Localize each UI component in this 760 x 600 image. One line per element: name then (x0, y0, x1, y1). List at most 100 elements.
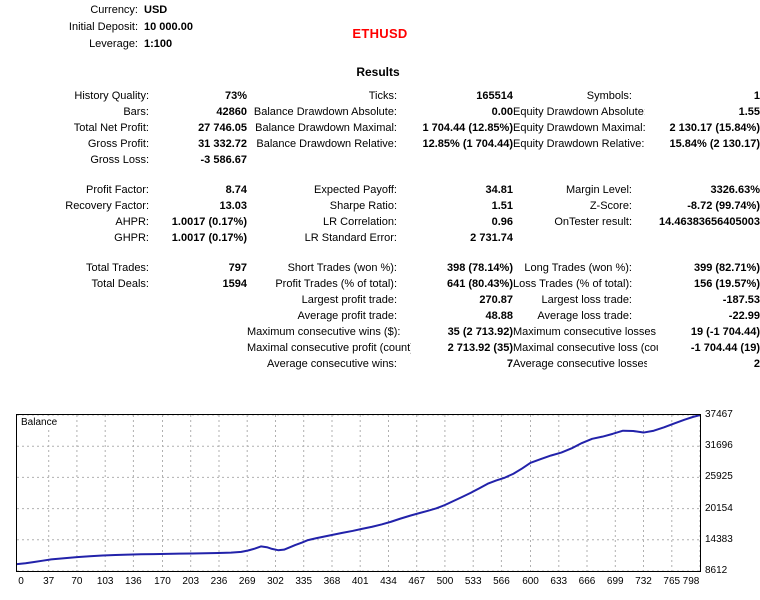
currency-value: USD (144, 4, 168, 16)
statistic-cell: GHPR: 1.0017 (0.17%) (0, 232, 247, 244)
statistic-cell: Average consecutive wins: 7 (247, 358, 513, 370)
statistic-label: Profit Trades (% of total): (275, 278, 397, 290)
statistic-value: 42860 (216, 106, 247, 118)
statistics-group-spacer (0, 248, 760, 262)
statistics-row: GHPR: 1.0017 (0.17%) LR Standard Error: 2 7… (0, 232, 760, 248)
x-axis-tick-label: 666 (578, 576, 596, 587)
y-axis-tick-label: 20154 (705, 502, 733, 514)
statistic-cell: Gross Loss: -3 586.67 (0, 154, 247, 166)
statistic-label: Profit Factor: (86, 184, 149, 196)
statistic-value: 12.85% (1 704.44) (422, 138, 513, 150)
statistic-cell: Maximal consecutive loss (count): -1 704.… (513, 342, 760, 354)
statistic-value: 156 (19.57%) (693, 278, 760, 290)
x-axis-tick-label: 302 (267, 576, 284, 587)
x-axis-tick-label: 103 (96, 576, 114, 587)
statistic-value: 8.74 (225, 184, 247, 196)
initial-deposit-label: Initial Deposit: (68, 21, 138, 33)
statistic-cell: Profit Factor: 8.74 (0, 184, 247, 196)
statistic-value: 165514 (476, 90, 513, 102)
statistic-label: Maximal consecutive loss (count): (513, 342, 658, 354)
statistic-label: Balance Drawdown Maximal: (255, 122, 397, 134)
statistic-cell: Ticks: 165514 (247, 90, 513, 102)
statistic-cell: Bars: 42860 (0, 106, 247, 118)
statistic-value: -3 586.67 (200, 154, 247, 166)
statistic-label: Short Trades (won %): (287, 262, 397, 274)
statistic-value: 0.96 (491, 216, 513, 228)
statistic-value: 1 (753, 90, 760, 102)
statistic-label: Maximum consecutive wins ($): (247, 326, 401, 338)
statistic-label: Equity Drawdown Relative: (513, 138, 644, 150)
statistic-cell: Equity Drawdown Relative: 15.84% (2 130.1… (513, 138, 760, 150)
statistic-label: Expected Payoff: (314, 184, 397, 196)
statistic-label: Balance Drawdown Relative: (256, 138, 397, 150)
statistic-cell: Symbols: 1 (513, 90, 760, 102)
statistic-cell: Margin Level: 3326.63% (513, 184, 760, 196)
statistics-row: Largest profit trade: 270.87 Largest loss … (0, 294, 760, 310)
statistic-label: Total Deals: (91, 278, 149, 290)
statistics-row: Gross Profit: 31 332.72 Balance Drawdown R… (0, 138, 760, 154)
statistic-value: 1.55 (738, 106, 760, 118)
statistic-label: Sharpe Ratio: (329, 200, 397, 212)
statistic-label: Long Trades (won %): (524, 262, 632, 274)
statistics-row: AHPR: 1.0017 (0.17%) LR Correlation: 0.96 On… (0, 216, 760, 232)
x-axis-tick-label: 798 (682, 576, 700, 587)
statistic-value: 641 (80.43%) (446, 278, 513, 290)
statistic-cell: Largest profit trade: 270.87 (247, 294, 513, 306)
statistics-row: Maximum consecutive wins ($): 35 (2 713.9… (0, 326, 760, 342)
statistic-label: Total Net Profit: (73, 122, 149, 134)
statistic-value: 1.0017 (0.17%) (171, 216, 247, 228)
symbol-title: ETHUSD (352, 26, 408, 41)
statistic-value: 7 (506, 358, 513, 370)
statistic-cell: Average loss trade: -22.99 (513, 310, 760, 322)
x-axis-tick-label: 236 (210, 576, 228, 587)
header-row-initial-deposit: Initial Deposit: 10 000.00 (0, 21, 760, 38)
statistic-value: 1594 (222, 278, 247, 290)
chart-plot-area: Balance (16, 414, 701, 572)
x-axis-tick-label: 170 (154, 576, 171, 587)
statistic-cell: Profit Trades (% of total): 641 (80.43%) (247, 278, 513, 290)
statistic-cell: Average profit trade: 48.88 (247, 310, 513, 322)
statistic-cell: Largest loss trade: -187.53 (513, 294, 760, 306)
statistic-label: Ticks: (368, 90, 397, 102)
statistic-label: LR Standard Error: (304, 232, 397, 244)
statistic-value: 0.00 (491, 106, 513, 118)
x-axis-tick-label: 434 (380, 576, 397, 587)
x-axis-tick-label: 269 (238, 576, 256, 587)
statistic-value: 1 704.44 (12.85%) (422, 122, 513, 134)
chart-legend: Balance (18, 416, 62, 430)
results-heading: Results (356, 65, 400, 79)
statistic-cell: Balance Drawdown Absolute: 0.00 (247, 106, 513, 118)
x-axis-tick-label: 401 (351, 576, 369, 587)
x-axis-tick-label: 368 (323, 576, 341, 587)
chart-y-axis: 8612 14383 20154 25925 31696 37467 (705, 410, 755, 576)
y-axis-tick-label: 8612 (705, 565, 728, 576)
x-axis-tick-label: 500 (436, 576, 454, 587)
statistic-value: 1.51 (491, 200, 513, 212)
statistic-cell: Average consecutive losses: 2 (513, 358, 760, 370)
statistic-value: 797 (228, 262, 247, 274)
x-axis-tick-label: 600 (522, 576, 539, 587)
statistic-cell: Balance Drawdown Relative: 12.85% (1 704.… (247, 138, 513, 150)
x-axis-tick-label: 467 (408, 576, 426, 587)
header-row-currency: Currency: USD (0, 4, 760, 21)
statistic-label: Gross Loss: (90, 154, 149, 166)
statistic-label: History Quality: (74, 90, 149, 102)
statistics-row: Average profit trade: 48.88 Average loss t… (0, 310, 760, 326)
statistic-label: Gross Profit: (87, 138, 149, 150)
statistic-value: 27 746.05 (198, 122, 247, 134)
statistic-cell: Maximal consecutive profit (count): 2 713… (247, 342, 513, 354)
statistic-cell: Expected Payoff: 34.81 (247, 184, 513, 196)
statistic-cell: Equity Drawdown Maximal: 2 130.17 (15.84%… (513, 122, 760, 134)
statistic-cell: Gross Profit: 31 332.72 (0, 138, 247, 150)
y-axis-tick-label: 37467 (705, 409, 733, 420)
statistics-row: Total Net Profit: 27 746.05 Balance Drawdo… (0, 122, 760, 138)
statistic-value: -22.99 (728, 310, 760, 322)
statistic-value: 270.87 (479, 294, 513, 306)
statistic-cell: Recovery Factor: 13.03 (0, 200, 247, 212)
statistic-cell: Sharpe Ratio: 1.51 (247, 200, 513, 212)
statistic-cell: Maximum consecutive wins ($): 35 (2 713.9… (247, 326, 513, 338)
statistic-value: 35 (2 713.92) (447, 326, 513, 338)
statistics-row: Average consecutive wins: 7 Average consec… (0, 358, 760, 374)
statistic-label: Equity Drawdown Absolute: (513, 106, 646, 118)
